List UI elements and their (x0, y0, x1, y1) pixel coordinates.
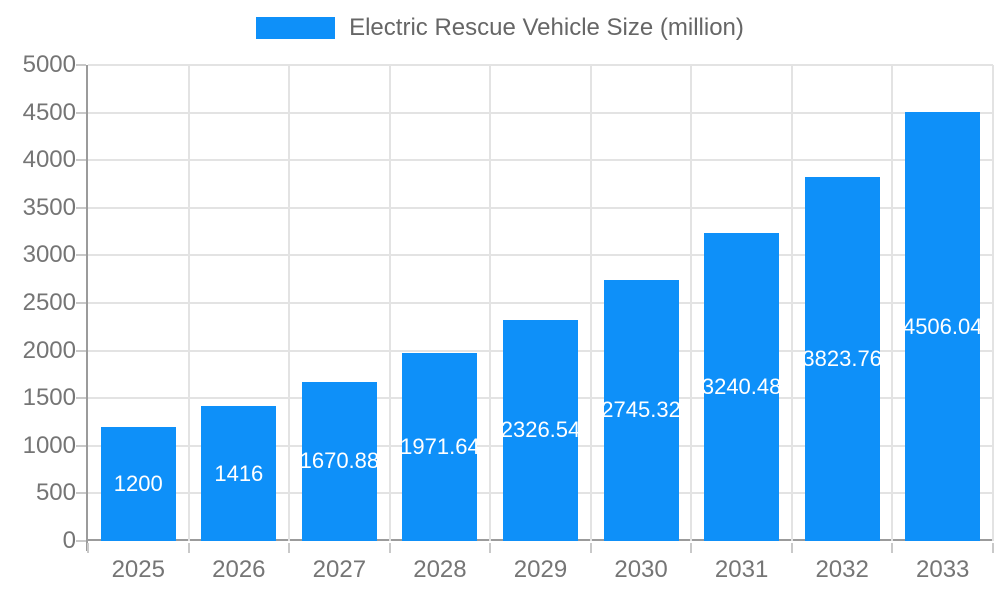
x-axis-tick-label: 2031 (714, 556, 769, 583)
y-axis-tick-label: 0 (62, 527, 76, 554)
gridline-vertical (690, 65, 693, 541)
y-axis-tick (76, 540, 86, 542)
x-axis-tick (891, 543, 894, 553)
bar-2032[interactable] (804, 176, 880, 541)
x-axis-tick-label: 2027 (312, 556, 367, 583)
gridline-vertical (891, 65, 894, 541)
y-axis-tick-label: 4000 (22, 146, 76, 174)
gridline-horizontal (88, 206, 993, 209)
gridline-horizontal (88, 159, 993, 162)
plot-area: 1200 1416 1670.88 1971.64 2326.54 2745.32 3240… (76, 64, 994, 553)
gridline-horizontal (88, 64, 993, 66)
y-axis-tick (76, 444, 86, 447)
y-axis-tick (76, 159, 86, 162)
y-axis-tick (76, 206, 86, 209)
bar-2030[interactable] (603, 279, 679, 541)
x-axis-tick-label: 2032 (815, 556, 869, 583)
legend-swatch (256, 17, 336, 39)
gridline-vertical (790, 65, 793, 541)
y-axis-tick-label: 2500 (22, 289, 76, 316)
gridline-vertical (388, 65, 391, 541)
x-axis-tick (187, 543, 190, 553)
x-axis-tick (992, 543, 994, 553)
y-axis-tick-label: 3500 (22, 193, 76, 221)
gridline-vertical (489, 65, 492, 541)
x-axis-tick-label: 2030 (614, 556, 668, 583)
y-axis-tick-label: 2000 (22, 336, 76, 364)
bar-2027[interactable] (301, 381, 377, 541)
y-axis-tick-label: 1000 (22, 431, 76, 459)
y-axis-line (86, 65, 88, 551)
y-axis-tick-label: 500 (35, 479, 76, 507)
y-axis-tick-label: 4500 (22, 98, 76, 126)
y-axis-tick (76, 349, 86, 352)
gridline-vertical (589, 65, 592, 541)
y-axis-tick (76, 111, 86, 114)
x-axis-tick (87, 543, 89, 553)
x-axis-tick-label: 2029 (513, 556, 568, 583)
y-axis-tick (76, 302, 86, 304)
gridline-horizontal (88, 302, 993, 304)
gridline-vertical (992, 65, 994, 541)
legend-item[interactable]: Electric Rescue Vehicle Size (million) (0, 14, 1000, 42)
bar-2026[interactable] (201, 406, 277, 541)
y-axis-tick-label: 3000 (22, 241, 76, 269)
x-axis-tick (489, 543, 492, 553)
gridline-vertical (187, 65, 190, 541)
x-axis-tick (790, 543, 793, 553)
x-axis-tick (388, 543, 391, 553)
x-axis-tick (288, 543, 291, 553)
bar-2028[interactable] (402, 353, 478, 541)
gridline-vertical (288, 65, 291, 541)
y-axis-tick (76, 254, 86, 257)
y-axis-tick (76, 64, 86, 66)
x-axis-tick-label: 2033 (916, 556, 970, 583)
bar-2033[interactable] (905, 112, 981, 541)
x-axis-tick (690, 543, 693, 553)
y-axis-tick-label: 5000 (22, 51, 76, 78)
gridline-horizontal (88, 111, 993, 114)
x-axis-tick (589, 543, 592, 553)
bar-2025[interactable] (100, 426, 176, 541)
x-axis-tick-label: 2028 (413, 556, 467, 583)
y-axis-tick (76, 397, 86, 400)
bar-2031[interactable] (704, 232, 780, 541)
bar-2029[interactable] (503, 319, 578, 541)
gridline-horizontal (88, 254, 993, 257)
x-axis-tick-label: 2025 (111, 556, 165, 583)
x-axis-tick-label: 2026 (212, 556, 266, 583)
legend-label: Electric Rescue Vehicle Size (million) (349, 14, 744, 41)
y-axis-tick (76, 492, 86, 495)
y-axis-tick-label: 1500 (22, 384, 76, 412)
